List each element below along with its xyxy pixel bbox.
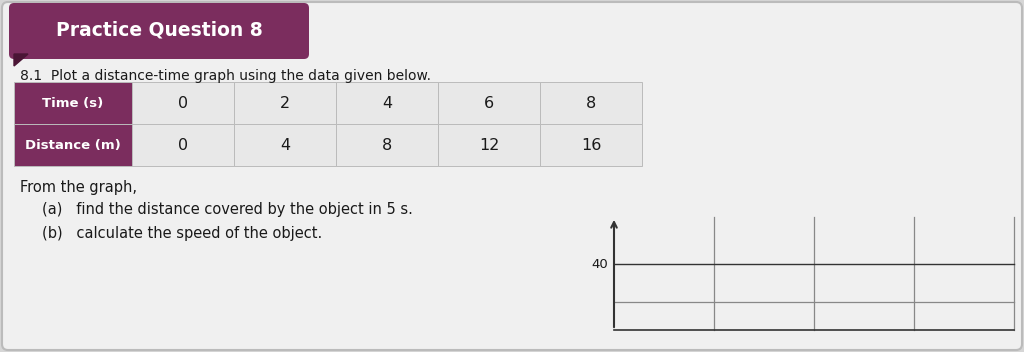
FancyBboxPatch shape <box>132 82 234 124</box>
Text: 6: 6 <box>484 95 494 111</box>
Text: 8: 8 <box>382 138 392 152</box>
Text: 8: 8 <box>586 95 596 111</box>
Text: 0: 0 <box>178 95 188 111</box>
Text: 8.1  Plot a distance-time graph using the data given below.: 8.1 Plot a distance-time graph using the… <box>20 69 431 83</box>
FancyBboxPatch shape <box>14 82 132 124</box>
FancyBboxPatch shape <box>438 124 540 166</box>
Text: Practice Question 8: Practice Question 8 <box>55 20 262 39</box>
FancyBboxPatch shape <box>336 124 438 166</box>
Polygon shape <box>14 54 28 66</box>
FancyBboxPatch shape <box>14 124 132 166</box>
Text: 0: 0 <box>178 138 188 152</box>
Text: 40: 40 <box>591 258 608 271</box>
Text: 4: 4 <box>280 138 290 152</box>
FancyBboxPatch shape <box>132 124 234 166</box>
Text: Time (s): Time (s) <box>42 96 103 109</box>
FancyBboxPatch shape <box>540 124 642 166</box>
FancyBboxPatch shape <box>438 82 540 124</box>
FancyBboxPatch shape <box>540 82 642 124</box>
Text: (b)   calculate the speed of the object.: (b) calculate the speed of the object. <box>42 226 323 241</box>
FancyBboxPatch shape <box>9 3 309 59</box>
Text: 4: 4 <box>382 95 392 111</box>
FancyBboxPatch shape <box>234 82 336 124</box>
FancyBboxPatch shape <box>336 82 438 124</box>
FancyBboxPatch shape <box>234 124 336 166</box>
Text: 2: 2 <box>280 95 290 111</box>
Text: 12: 12 <box>479 138 499 152</box>
Text: 16: 16 <box>581 138 601 152</box>
Text: Distance (m): Distance (m) <box>26 138 121 151</box>
Text: (a)   find the distance covered by the object in 5 s.: (a) find the distance covered by the obj… <box>42 202 413 217</box>
Text: From the graph,: From the graph, <box>20 180 137 195</box>
